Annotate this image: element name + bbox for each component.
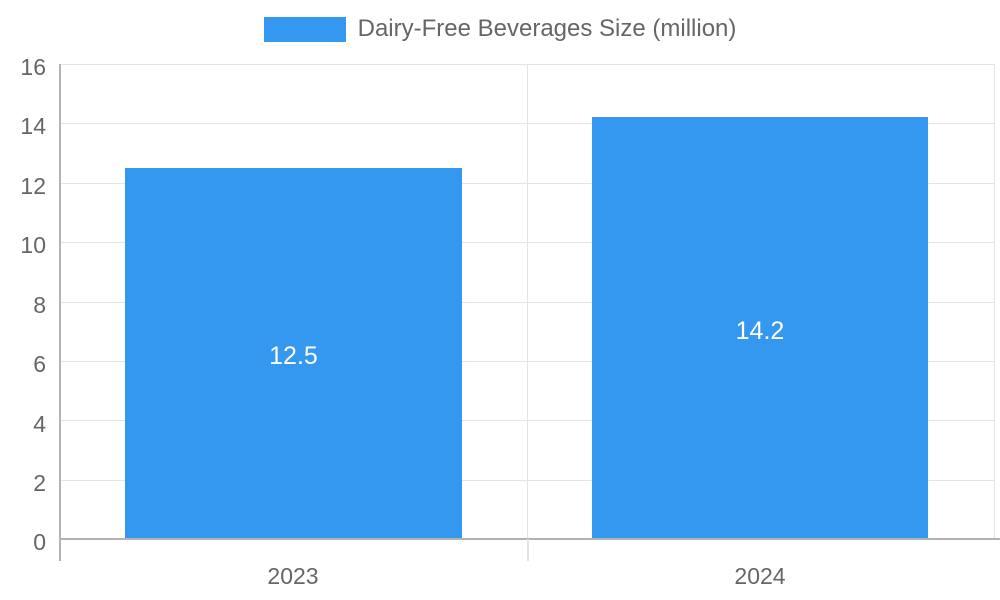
bar-2024[interactable]: 14.2 — [592, 117, 928, 539]
y-axis-line — [59, 64, 61, 561]
bar-value-label-2023: 12.5 — [269, 342, 318, 370]
x-axis-line — [60, 538, 1000, 540]
bar-2023[interactable]: 12.5 — [125, 168, 462, 539]
y-tick-label-0: 0 — [33, 529, 46, 555]
x-tick-label-2024: 2024 — [734, 563, 786, 589]
y-tick-label-2: 2 — [33, 470, 46, 496]
gridline-x-category-divider — [527, 64, 528, 539]
y-tick-label-6: 6 — [33, 351, 46, 377]
y-tick-label-4: 4 — [33, 411, 46, 437]
bar-value-label-2024: 14.2 — [735, 317, 785, 345]
y-tick-label-10: 10 — [20, 232, 46, 258]
y-tick-label-8: 8 — [33, 292, 46, 318]
legend-label: Dairy-Free Beverages Size (million) — [357, 15, 737, 42]
x-tick-label-2023: 2023 — [267, 563, 319, 589]
legend-item-dairy-free-beverages[interactable]: Dairy-Free Beverages Size (million) — [263, 15, 737, 42]
chart-legend: Dairy-Free Beverages Size (million) — [0, 0, 1000, 58]
x-axis-category-tick — [527, 539, 529, 561]
plot-area: 12.5 14.2 — [60, 64, 995, 539]
plot-right-border — [994, 64, 995, 539]
y-tick-label-14: 14 — [20, 113, 46, 139]
y-tick-label-16: 16 — [20, 54, 46, 80]
legend-swatch-icon[interactable] — [263, 16, 346, 42]
y-tick-label-12: 12 — [20, 173, 46, 199]
